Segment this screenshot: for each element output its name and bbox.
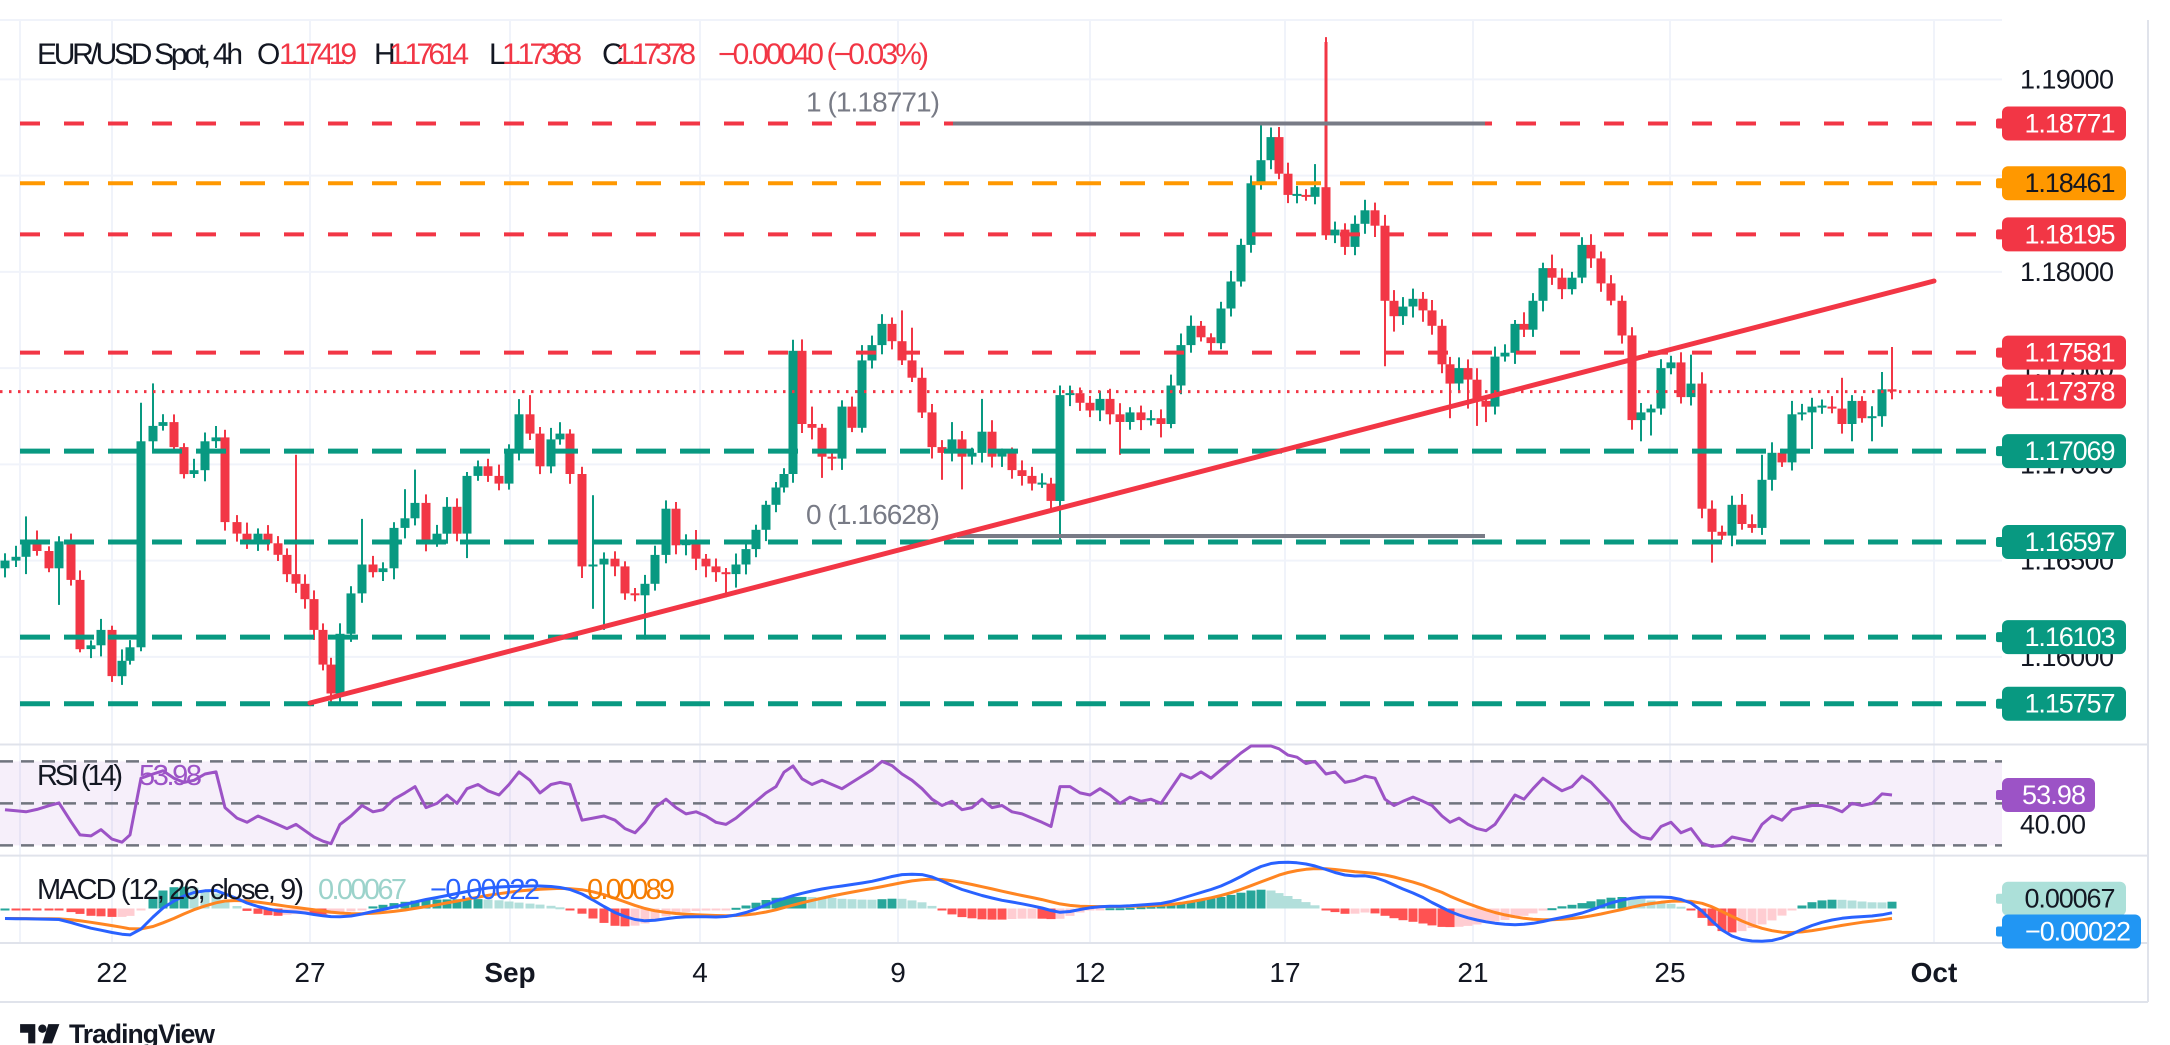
svg-text:H: H	[374, 38, 396, 71]
svg-text:1.19000: 1.19000	[2020, 64, 2114, 94]
svg-text:1.17614: 1.17614	[389, 38, 469, 71]
svg-text:1.16103: 1.16103	[2025, 622, 2116, 652]
svg-text:1 (1.18771): 1 (1.18771)	[806, 87, 940, 118]
svg-text:−0.00022: −0.00022	[430, 874, 540, 906]
svg-text:40.00: 40.00	[2020, 809, 2086, 839]
svg-text:0.00089: 0.00089	[587, 874, 675, 906]
svg-text:27: 27	[294, 957, 325, 988]
svg-text:0.00067: 0.00067	[2025, 884, 2116, 914]
svg-text:1.18195: 1.18195	[2025, 219, 2116, 249]
svg-text:1.18771: 1.18771	[2025, 109, 2116, 139]
svg-text:53.98: 53.98	[139, 760, 202, 792]
svg-text:12: 12	[1074, 957, 1105, 988]
svg-text:17: 17	[1269, 957, 1300, 988]
svg-text:1.16597: 1.16597	[2025, 527, 2116, 557]
svg-text:EUR/USD Spot, 4h: EUR/USD Spot, 4h	[37, 38, 243, 71]
svg-text:L: L	[489, 38, 506, 71]
svg-text:Sep: Sep	[484, 957, 535, 988]
svg-text:1.18000: 1.18000	[2020, 257, 2114, 287]
svg-text:C: C	[602, 38, 624, 71]
svg-text:4: 4	[692, 957, 708, 988]
svg-text:RSI (14): RSI (14)	[37, 760, 123, 792]
svg-text:0.00067: 0.00067	[318, 874, 407, 906]
svg-text:1.17419: 1.17419	[279, 38, 357, 71]
svg-text:−0.00040 (−0.03%): −0.00040 (−0.03%)	[718, 38, 929, 71]
svg-text:9: 9	[890, 957, 906, 988]
svg-text:21: 21	[1457, 957, 1488, 988]
svg-text:TradingView: TradingView	[69, 1019, 215, 1045]
svg-text:1.15757: 1.15757	[2025, 689, 2116, 719]
svg-text:1.17378: 1.17378	[2025, 377, 2116, 407]
svg-text:53.98: 53.98	[2022, 780, 2086, 810]
svg-text:1.18461: 1.18461	[2025, 168, 2116, 198]
svg-text:Oct: Oct	[1911, 957, 1958, 988]
svg-text:−0.00022: −0.00022	[2025, 917, 2131, 947]
svg-text:0 (1.16628): 0 (1.16628)	[806, 499, 940, 530]
svg-text:25: 25	[1654, 957, 1685, 988]
svg-text:1.17581: 1.17581	[2025, 338, 2116, 368]
svg-text:22: 22	[96, 957, 127, 988]
svg-text:1.17378: 1.17378	[616, 38, 696, 71]
svg-text:1.17368: 1.17368	[502, 38, 582, 71]
svg-text:MACD (12, 26, close, 9): MACD (12, 26, close, 9)	[37, 874, 304, 906]
svg-text:1.17069: 1.17069	[2025, 436, 2116, 466]
svg-text:O: O	[257, 38, 280, 71]
